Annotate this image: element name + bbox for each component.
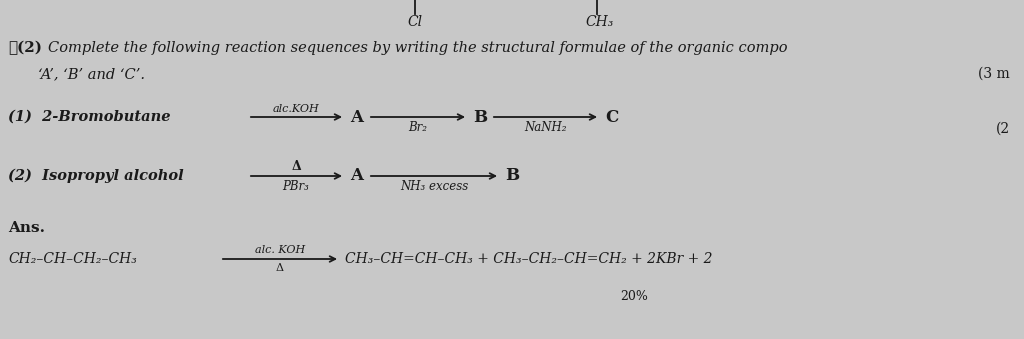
Text: NaNH₂: NaNH₂ — [523, 121, 566, 134]
Text: Ans.: Ans. — [8, 221, 45, 235]
Text: C: C — [605, 108, 618, 125]
Text: Δ: Δ — [291, 160, 301, 173]
Text: Δ: Δ — [276, 263, 284, 273]
Text: 20%: 20% — [620, 291, 648, 303]
Text: A: A — [350, 108, 362, 125]
Text: (2)  Isopropyl alcohol: (2) Isopropyl alcohol — [8, 169, 183, 183]
Text: alc. KOH: alc. KOH — [255, 245, 305, 255]
Text: ‘A’, ‘B’ and ‘C’.: ‘A’, ‘B’ and ‘C’. — [38, 67, 145, 81]
Text: PBr₃: PBr₃ — [283, 180, 309, 193]
Text: alc.KOH: alc.KOH — [272, 104, 319, 114]
Text: (1)  2-Bromobutane: (1) 2-Bromobutane — [8, 110, 171, 124]
Text: CH₃–CH=CH–CH₃ + CH₃–CH₂–CH=CH₂ + 2KBr + 2: CH₃–CH=CH–CH₃ + CH₃–CH₂–CH=CH₂ + 2KBr + … — [345, 252, 713, 266]
Text: Br₂: Br₂ — [409, 121, 427, 134]
Text: (2: (2 — [996, 122, 1010, 136]
Text: Complete the following reaction sequences by writing the structural formulae of : Complete the following reaction sequence… — [48, 41, 787, 55]
Text: B: B — [505, 167, 519, 184]
Text: B: B — [473, 108, 487, 125]
Text: CH₂–CH–CH₂–CH₃: CH₂–CH–CH₂–CH₃ — [8, 252, 137, 266]
Text: (3 m: (3 m — [978, 67, 1010, 81]
Text: NH₃ excess: NH₃ excess — [400, 180, 468, 193]
Text: CH₃: CH₃ — [586, 15, 614, 29]
Text: ★(2): ★(2) — [8, 41, 42, 55]
Text: Cl: Cl — [408, 15, 423, 29]
Text: A: A — [350, 167, 362, 184]
